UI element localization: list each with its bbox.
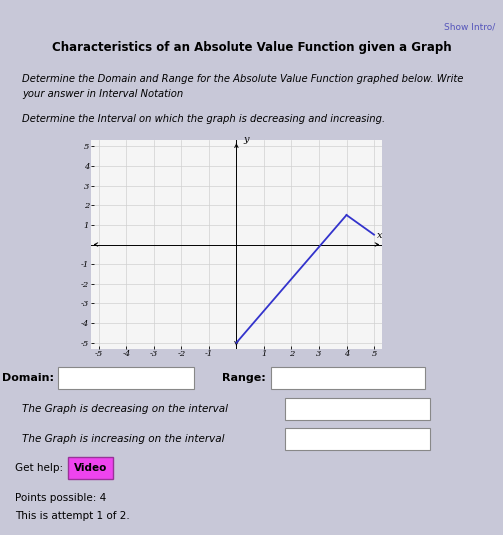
- Text: The Graph is decreasing on the interval: The Graph is decreasing on the interval: [22, 404, 228, 414]
- Text: Range:: Range:: [222, 373, 266, 383]
- Text: x: x: [377, 231, 382, 240]
- Text: Determine the Domain and Range for the Absolute Value Function graphed below. Wr: Determine the Domain and Range for the A…: [22, 74, 463, 83]
- Text: Characteristics of an Absolute Value Function given a Graph: Characteristics of an Absolute Value Fun…: [52, 42, 451, 55]
- FancyBboxPatch shape: [68, 457, 113, 479]
- Text: Domain:: Domain:: [2, 373, 53, 383]
- Text: Show Intro/: Show Intro/: [444, 22, 495, 32]
- Text: your answer in Interval Notation: your answer in Interval Notation: [22, 89, 184, 100]
- FancyBboxPatch shape: [271, 367, 426, 389]
- Text: Get help:: Get help:: [15, 463, 63, 473]
- Text: Points possible: 4: Points possible: 4: [15, 493, 106, 503]
- Text: Determine the Interval on which the graph is decreasing and increasing.: Determine the Interval on which the grap…: [22, 114, 385, 124]
- Text: The Graph is increasing on the interval: The Graph is increasing on the interval: [22, 434, 225, 444]
- FancyBboxPatch shape: [285, 398, 430, 421]
- FancyBboxPatch shape: [285, 427, 430, 450]
- Text: y: y: [243, 135, 249, 144]
- FancyBboxPatch shape: [58, 367, 194, 389]
- Text: This is attempt 1 of 2.: This is attempt 1 of 2.: [15, 511, 130, 522]
- Text: Video: Video: [74, 463, 107, 473]
